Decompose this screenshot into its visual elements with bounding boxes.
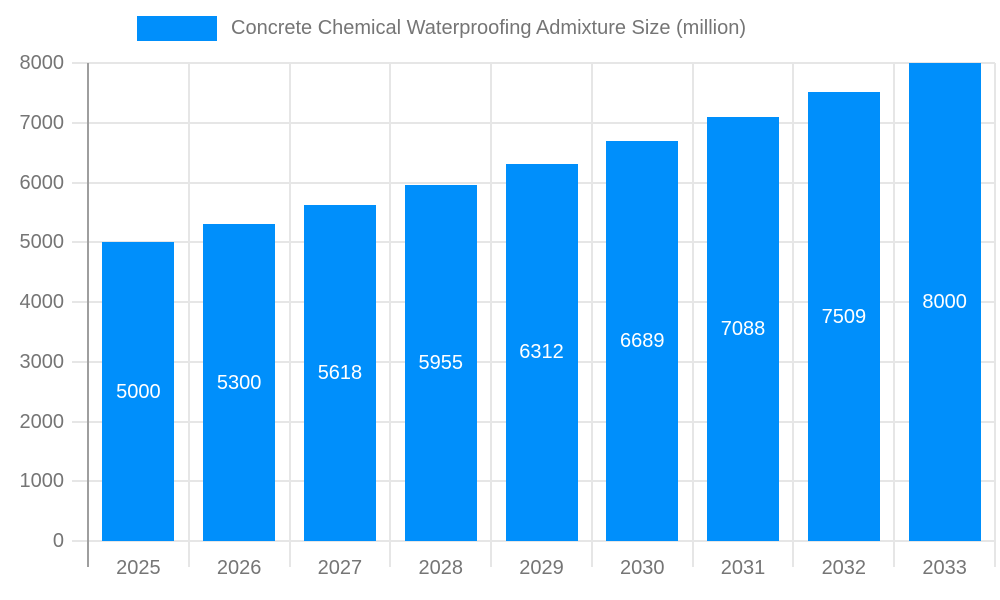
y-tick (72, 181, 88, 184)
y-tick (72, 62, 88, 64)
bar-value-label: 7088 (720, 318, 766, 341)
x-axis-label: 2032 (821, 557, 867, 579)
bar-value-label: 5300 (216, 371, 262, 394)
y-axis-label: 4000 (19, 291, 65, 313)
x-tick (994, 541, 996, 567)
y-tick (72, 301, 88, 303)
v-gridline (792, 63, 795, 541)
y-tick (72, 121, 88, 124)
y-axis-label: 0 (52, 530, 64, 552)
x-tick (792, 541, 795, 567)
h-gridline (88, 540, 995, 542)
bar-value-label: 5955 (418, 352, 463, 375)
x-tick (288, 541, 291, 567)
x-axis-label: 2026 (216, 557, 262, 579)
bar[interactable]: 5000 (102, 242, 175, 541)
v-gridline (490, 63, 493, 541)
x-axis-label: 2025 (116, 557, 161, 579)
y-axis-line (87, 63, 89, 567)
x-axis-label: 2027 (317, 557, 363, 579)
x-tick (691, 541, 694, 567)
v-gridline (691, 63, 694, 541)
x-axis-label: 2030 (620, 557, 665, 579)
h-gridline (88, 121, 995, 124)
y-axis-label: 6000 (19, 171, 65, 194)
legend-label: Concrete Chemical Waterproofing Admixtur… (231, 17, 746, 39)
bar[interactable]: 5618 (303, 205, 376, 541)
bar-value-label: 7509 (821, 305, 867, 328)
y-tick (72, 241, 88, 244)
x-axis-label: 2029 (519, 557, 564, 579)
y-axis-label: 7000 (19, 111, 65, 134)
y-axis-label: 8000 (19, 52, 65, 74)
legend-item[interactable]: Concrete Chemical Waterproofing Admixtur… (137, 16, 746, 41)
v-gridline (893, 63, 896, 541)
bar[interactable]: 6312 (505, 163, 578, 541)
bar[interactable]: 5955 (404, 185, 477, 541)
bar[interactable]: 7509 (807, 92, 880, 541)
plot-area: 0 1000 2000 3000 4000 5000 6000 7000 8000 5000 530… (20, 52, 996, 579)
bar-value-label: 6689 (620, 330, 665, 353)
y-axis-label: 1000 (19, 470, 65, 493)
legend-swatch-icon (137, 16, 217, 41)
bar[interactable]: 6689 (606, 141, 679, 541)
bar-value-label: 5618 (317, 362, 363, 385)
bar-value-label: 8000 (922, 291, 967, 313)
bar[interactable]: 8000 (908, 63, 981, 541)
y-tick (72, 420, 88, 423)
bar-value-label: 6312 (519, 341, 564, 364)
x-tick (389, 541, 392, 567)
h-gridline (88, 62, 995, 64)
x-tick (490, 541, 493, 567)
x-axis-label: 2031 (720, 557, 766, 579)
bar-value-label: 5000 (116, 380, 161, 403)
y-axis-label: 5000 (19, 231, 65, 254)
y-tick (72, 480, 88, 483)
v-gridline (389, 63, 392, 541)
v-gridline (994, 63, 996, 541)
v-gridline (288, 63, 291, 541)
y-tick (72, 360, 88, 363)
y-tick (72, 540, 88, 542)
bar[interactable]: 7088 (707, 117, 780, 541)
x-axis-label: 2033 (922, 557, 967, 579)
bar[interactable]: 5300 (203, 224, 276, 541)
x-axis-label: 2028 (418, 557, 463, 579)
x-tick (187, 541, 190, 567)
y-axis-label: 3000 (19, 350, 65, 373)
x-tick (590, 541, 593, 567)
v-gridline (187, 63, 190, 541)
y-axis-label: 2000 (19, 410, 65, 433)
v-gridline (590, 63, 593, 541)
x-tick (893, 541, 896, 567)
